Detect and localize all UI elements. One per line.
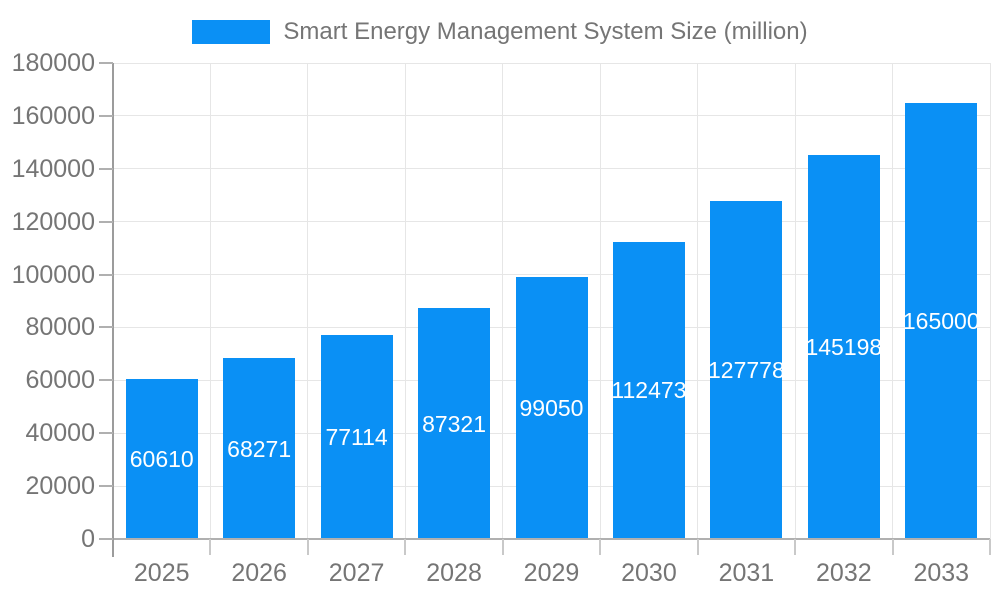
bar-value-label: 60610 bbox=[129, 445, 194, 472]
bar-value-label: 77114 bbox=[325, 424, 388, 451]
x-axis-category-label: 2027 bbox=[328, 559, 385, 587]
x-axis-category-label: 2026 bbox=[231, 559, 287, 587]
y-axis-tick-label: 80000 bbox=[25, 313, 95, 342]
v-gridline bbox=[697, 63, 699, 539]
y-axis-tick-label: 0 bbox=[81, 525, 95, 553]
x-axis-tick bbox=[599, 539, 602, 555]
y-axis-tick bbox=[99, 485, 113, 488]
bar-2027 bbox=[320, 335, 393, 539]
bar-value-label: 87321 bbox=[422, 410, 487, 437]
bar-2033 bbox=[905, 102, 978, 539]
y-axis-tick-label: 140000 bbox=[11, 154, 95, 183]
h-gridline bbox=[113, 221, 990, 223]
y-axis-tick-label: 100000 bbox=[11, 260, 95, 289]
y-axis-tick bbox=[99, 379, 113, 382]
bar-2031 bbox=[710, 201, 783, 539]
x-axis-tick bbox=[501, 539, 504, 555]
h-gridline bbox=[113, 62, 990, 64]
v-gridline bbox=[209, 63, 211, 539]
x-axis-category-label: 2031 bbox=[718, 559, 775, 587]
h-gridline bbox=[113, 168, 990, 170]
bar-2030 bbox=[612, 241, 685, 539]
bar-value-label: 145198 bbox=[805, 334, 883, 361]
bar-2032 bbox=[807, 155, 880, 539]
y-axis-tick bbox=[99, 326, 113, 329]
x-axis-category-label: 2032 bbox=[816, 559, 872, 587]
bar-value-label: 127778 bbox=[708, 357, 785, 384]
x-axis-tick bbox=[696, 539, 699, 555]
x-axis-tick bbox=[404, 539, 407, 555]
y-axis-tick-label: 160000 bbox=[11, 101, 95, 130]
v-gridline bbox=[404, 63, 406, 539]
x-axis-category-label: 2029 bbox=[523, 559, 580, 587]
x-axis-category-label: 2028 bbox=[426, 559, 482, 587]
y-axis-tick-label: 20000 bbox=[25, 472, 95, 501]
y-axis-tick-label: 60000 bbox=[25, 366, 95, 395]
x-axis-tick bbox=[891, 539, 894, 555]
x-axis-category-label: 2030 bbox=[621, 559, 677, 587]
h-gridline bbox=[113, 115, 990, 117]
v-gridline bbox=[307, 63, 309, 539]
legend-swatch bbox=[192, 20, 271, 44]
x-axis-tick bbox=[209, 539, 212, 555]
legend-label: Smart Energy Management System Size (mil… bbox=[283, 18, 808, 45]
y-axis-tick bbox=[99, 114, 113, 117]
bar-value-label: 165000 bbox=[902, 307, 980, 334]
x-axis-line bbox=[113, 538, 990, 540]
x-axis-tick bbox=[794, 539, 797, 555]
v-gridline bbox=[599, 63, 601, 539]
bar-2026 bbox=[223, 358, 296, 539]
bar-value-label: 112473 bbox=[611, 377, 687, 404]
v-gridline bbox=[502, 63, 504, 539]
v-gridline bbox=[989, 63, 991, 539]
y-axis-tick bbox=[99, 220, 113, 223]
y-axis-line bbox=[112, 63, 114, 557]
x-axis-category-label: 2033 bbox=[913, 559, 970, 587]
y-axis-tick bbox=[99, 538, 113, 540]
y-axis-tick bbox=[99, 167, 113, 170]
y-axis-tick bbox=[99, 273, 113, 276]
bar-2028 bbox=[418, 308, 491, 539]
v-gridline bbox=[892, 63, 894, 539]
bar-value-label: 99050 bbox=[519, 395, 584, 422]
x-axis-tick bbox=[989, 539, 991, 555]
bar-2025 bbox=[125, 378, 198, 539]
h-gridline bbox=[113, 274, 990, 276]
y-axis-tick-label: 120000 bbox=[11, 207, 95, 236]
y-axis-tick-label: 180000 bbox=[11, 49, 95, 77]
y-axis-tick-label: 40000 bbox=[25, 419, 95, 448]
bar-value-label: 68271 bbox=[227, 435, 292, 462]
bar-2029 bbox=[515, 277, 588, 539]
v-gridline bbox=[794, 63, 796, 539]
legend: Smart Energy Management System Size (mil… bbox=[0, 18, 1000, 46]
x-axis-category-label: 2025 bbox=[133, 559, 190, 587]
x-axis-tick bbox=[306, 539, 309, 555]
y-axis-tick bbox=[99, 62, 113, 64]
y-axis-tick bbox=[99, 432, 113, 435]
